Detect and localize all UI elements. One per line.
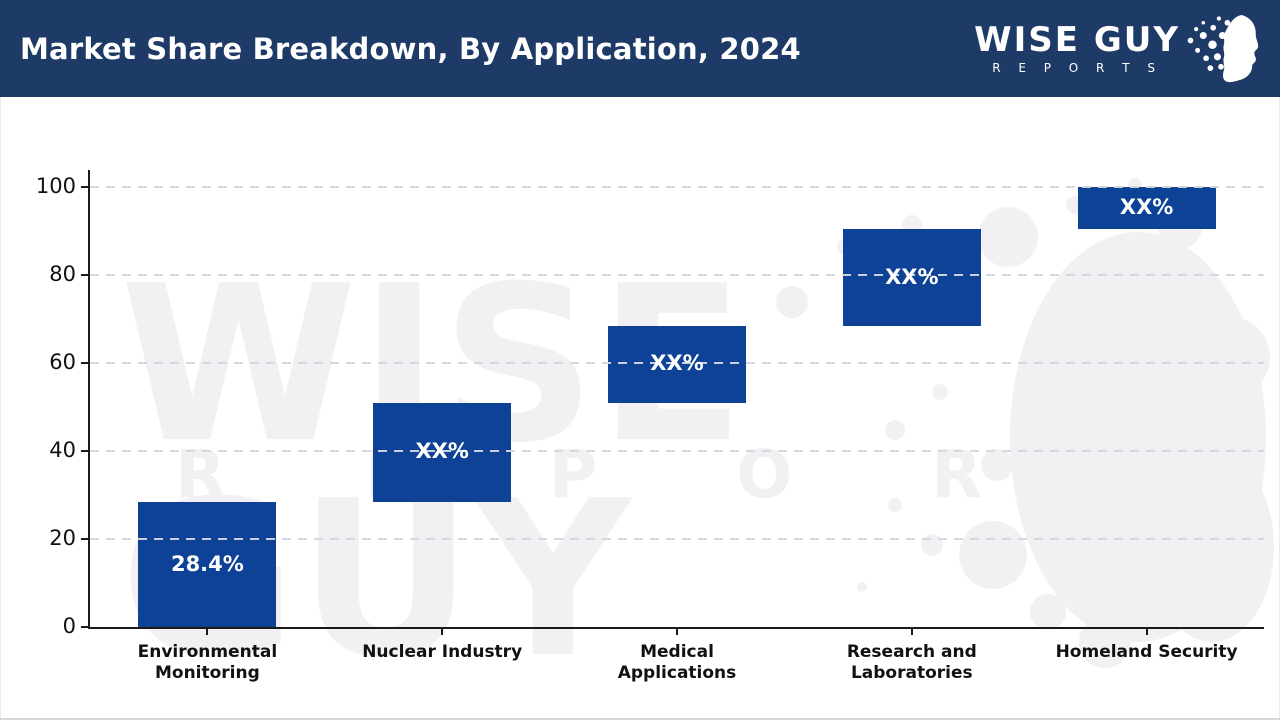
header-band: Market Share Breakdown, By Application, … (0, 0, 1280, 97)
bar-value-label-1: 28.4% (170, 551, 244, 576)
gridline-40 (90, 450, 1264, 452)
y-tick-mark-80 (81, 274, 88, 276)
plot-area: 0 20 40 60 80 100 28.4% Environmental Monitorin… (36, 170, 1264, 683)
y-tick-label-100: 100 (35, 174, 76, 198)
x-tick-mark-4 (910, 627, 913, 635)
gridline-80 (90, 274, 1264, 276)
page-title: Market Share Breakdown, By Application, … (20, 31, 801, 66)
logo-wordmark: WISE GUY (974, 20, 1180, 60)
chart-canvas: WISE GUY R E P O R T S 02040608010028.4%… (0, 97, 1280, 720)
bar-3 (608, 326, 746, 403)
wise-guy-logo: WISE GUY R E P O R T S (974, 9, 1260, 89)
logo-face-icon (1187, 14, 1259, 82)
x-category-label-2: Nuclear Industry (362, 642, 523, 662)
logo-text: WISE GUY R E P O R T S (974, 23, 1180, 74)
x-category-label-5: Homeland Security (1055, 642, 1238, 662)
bar-value-label-3: XX% (650, 351, 704, 376)
y-tick-mark-0 (81, 626, 88, 628)
bar-value-label-2: XX% (415, 439, 469, 464)
gridline-60 (90, 362, 1264, 364)
y-tick-label-40: 40 (49, 438, 76, 462)
bottom-divider (0, 718, 1280, 720)
bar-value-label-5: XX% (1119, 195, 1174, 220)
gridline-20 (90, 538, 1264, 540)
bar-4 (842, 229, 981, 327)
x-tick-mark-5 (1145, 627, 1148, 635)
y-tick-label-60: 60 (49, 350, 76, 374)
y-tick-mark-20 (81, 538, 88, 540)
bar-2 (373, 402, 512, 503)
x-category-label-1: Environmental Monitoring (137, 642, 278, 684)
y-tick-mark-40 (81, 450, 88, 452)
bar-value-label-4: XX% (885, 264, 939, 289)
gridline-100 (90, 186, 1264, 188)
bar-1 (138, 502, 277, 627)
x-tick-mark-1 (206, 627, 209, 635)
logo-subtitle: R E P O R T S (992, 61, 1162, 75)
y-tick-label-20: 20 (49, 526, 76, 550)
x-category-label-4: Research and Laboratories (846, 642, 977, 684)
y-tick-label-80: 80 (49, 262, 76, 286)
x-category-label-3: Medical Applications (617, 642, 737, 684)
x-tick-mark-2 (441, 627, 444, 635)
x-tick-mark-3 (676, 627, 678, 635)
y-tick-mark-60 (81, 362, 88, 364)
y-tick-label-0: 0 (62, 614, 76, 638)
y-tick-mark-100 (81, 186, 88, 188)
